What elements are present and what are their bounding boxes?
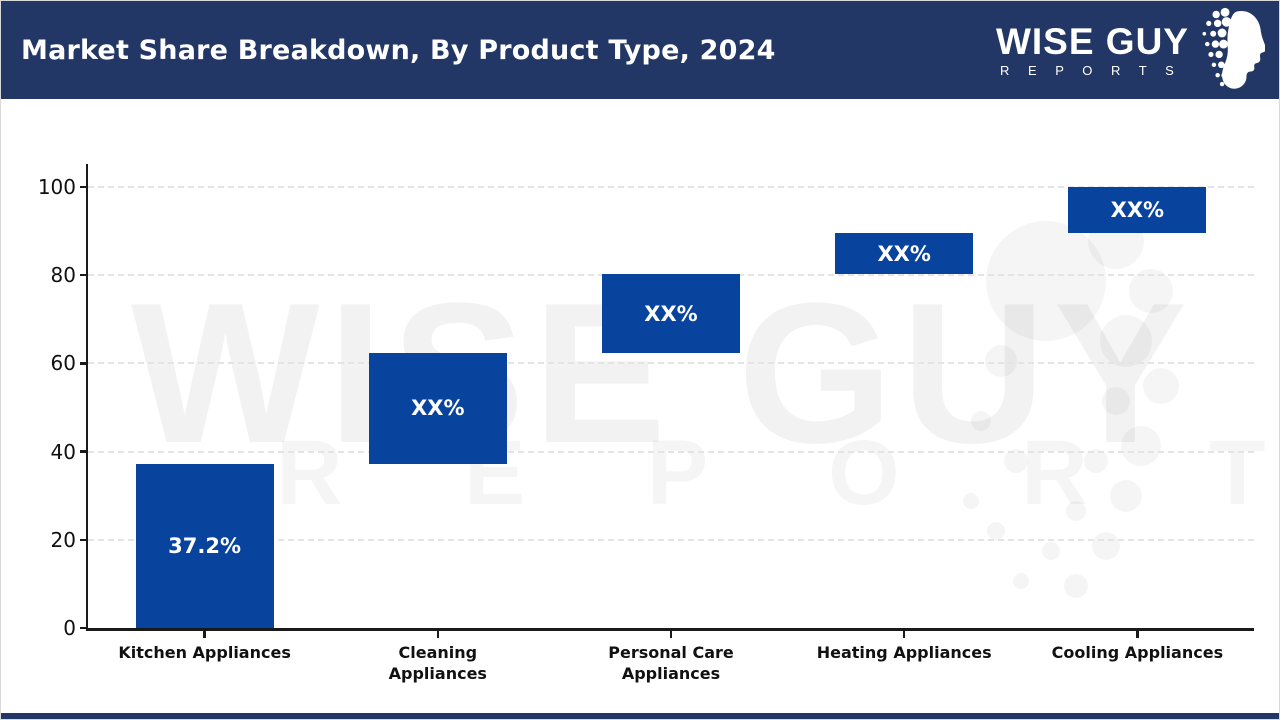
category-label-line: Appliances [388, 664, 487, 683]
ytick-label-80: 80 [50, 263, 76, 288]
ytick-label-0: 0 [63, 616, 76, 640]
bar-3: XX% [602, 274, 740, 353]
bar-2: XX% [368, 352, 507, 464]
footer-bar [1, 713, 1279, 719]
ytick-label-20: 20 [50, 527, 76, 552]
brand-logo: WISE GUY R E P O R T S [996, 7, 1265, 93]
xtick-mark-4 [902, 630, 906, 638]
category-label-line: Appliances [621, 664, 721, 683]
xtick-mark-1 [203, 630, 206, 638]
ytick-mark-40 [80, 450, 88, 453]
category-label-5: Cooling Appliances [1027, 642, 1247, 663]
logo-head-icon [1202, 7, 1265, 89]
ytick-mark-60 [80, 362, 88, 365]
plot-area: 0 20 40 60 80 100 37.2% Kitchen Appliances XX% Cl… [1, 99, 1279, 715]
category-label-line: Cleaning [398, 643, 478, 662]
ytick-mark-20 [80, 538, 88, 542]
ytick-mark-100 [80, 185, 88, 189]
x-axis-line [85, 628, 1254, 631]
bar-1: 37.2% [135, 463, 274, 628]
bar-value-label: 37.2% [168, 533, 242, 558]
category-label-4: Heating Appliances [794, 642, 1014, 663]
ytick-mark-0 [80, 626, 88, 630]
y-axis-line [85, 164, 88, 631]
category-label-2: Cleaning Appliances [328, 642, 548, 684]
ytick-label-60: 60 [50, 351, 76, 376]
bar-value-label: XX% [1110, 197, 1165, 222]
logo-wordmark: WISE GUY [995, 21, 1189, 62]
category-label-line: Heating Appliances [816, 643, 992, 662]
bar-4: XX% [835, 232, 974, 275]
logo-subtext: R E P O R T S [999, 63, 1182, 78]
xtick-mark-5 [1136, 630, 1139, 638]
gridline-100 [88, 186, 1254, 188]
xtick-mark-3 [669, 630, 673, 638]
gridline-20 [88, 538, 1254, 541]
ytick-label-40: 40 [50, 439, 76, 464]
header: Market Share Breakdown, By Product Type,… [1, 1, 1279, 99]
page-title: Market Share Breakdown, By Product Type,… [21, 34, 776, 66]
ytick-mark-80 [80, 273, 88, 277]
category-label-line: Cooling Appliances [1051, 643, 1224, 662]
category-label-1: Kitchen Appliances [95, 642, 315, 663]
category-label-line: Kitchen Appliances [118, 643, 291, 662]
bar-5: XX% [1068, 187, 1207, 233]
xtick-mark-2 [436, 630, 440, 638]
category-label-line: Personal Care [608, 643, 734, 662]
gridline-60 [88, 362, 1254, 365]
category-label-3: Personal Care Appliances [561, 642, 781, 684]
logo-text: WISE GUY R E P O R T S [995, 21, 1189, 79]
ytick-label-100: 100 [37, 175, 76, 199]
bar-value-label: XX% [877, 241, 931, 266]
gridline-40 [88, 450, 1254, 453]
watermark-head-icon [963, 213, 1179, 598]
bar-value-label: XX% [644, 301, 698, 326]
bar-value-label: XX% [411, 396, 465, 421]
